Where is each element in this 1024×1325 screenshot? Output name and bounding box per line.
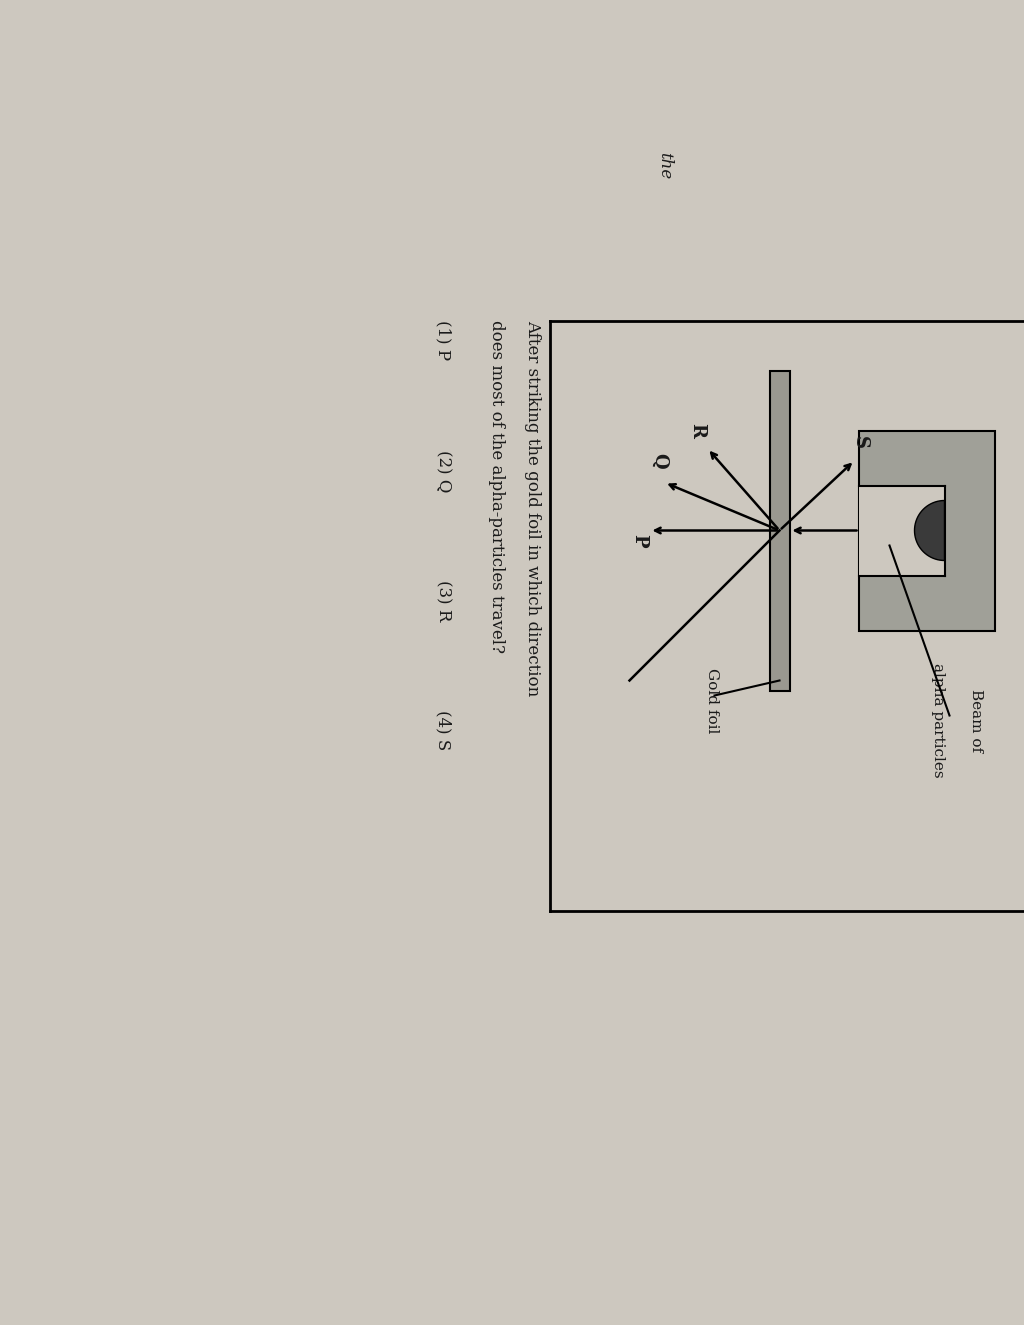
Text: Q: Q: [650, 453, 669, 468]
Text: (1) P: (1) P: [434, 321, 452, 360]
Text: alpha particles: alpha particles: [932, 664, 945, 778]
Polygon shape: [769, 371, 790, 690]
Text: S: S: [851, 436, 868, 449]
Text: (4) S: (4) S: [434, 710, 452, 751]
Text: Beam of: Beam of: [970, 689, 983, 753]
Text: the: the: [656, 152, 673, 179]
Text: (2) Q: (2) Q: [434, 451, 452, 493]
Text: R: R: [688, 423, 707, 439]
Text: After striking the gold foil in which direction: After striking the gold foil in which di…: [524, 321, 542, 697]
Polygon shape: [859, 485, 944, 575]
Text: Gold foil: Gold foil: [705, 668, 719, 733]
Text: does most of the alpha-particles travel?: does most of the alpha-particles travel?: [487, 321, 505, 653]
Text: (3) R: (3) R: [434, 580, 452, 621]
Text: P: P: [631, 534, 648, 547]
Polygon shape: [914, 501, 944, 560]
Polygon shape: [859, 431, 994, 631]
